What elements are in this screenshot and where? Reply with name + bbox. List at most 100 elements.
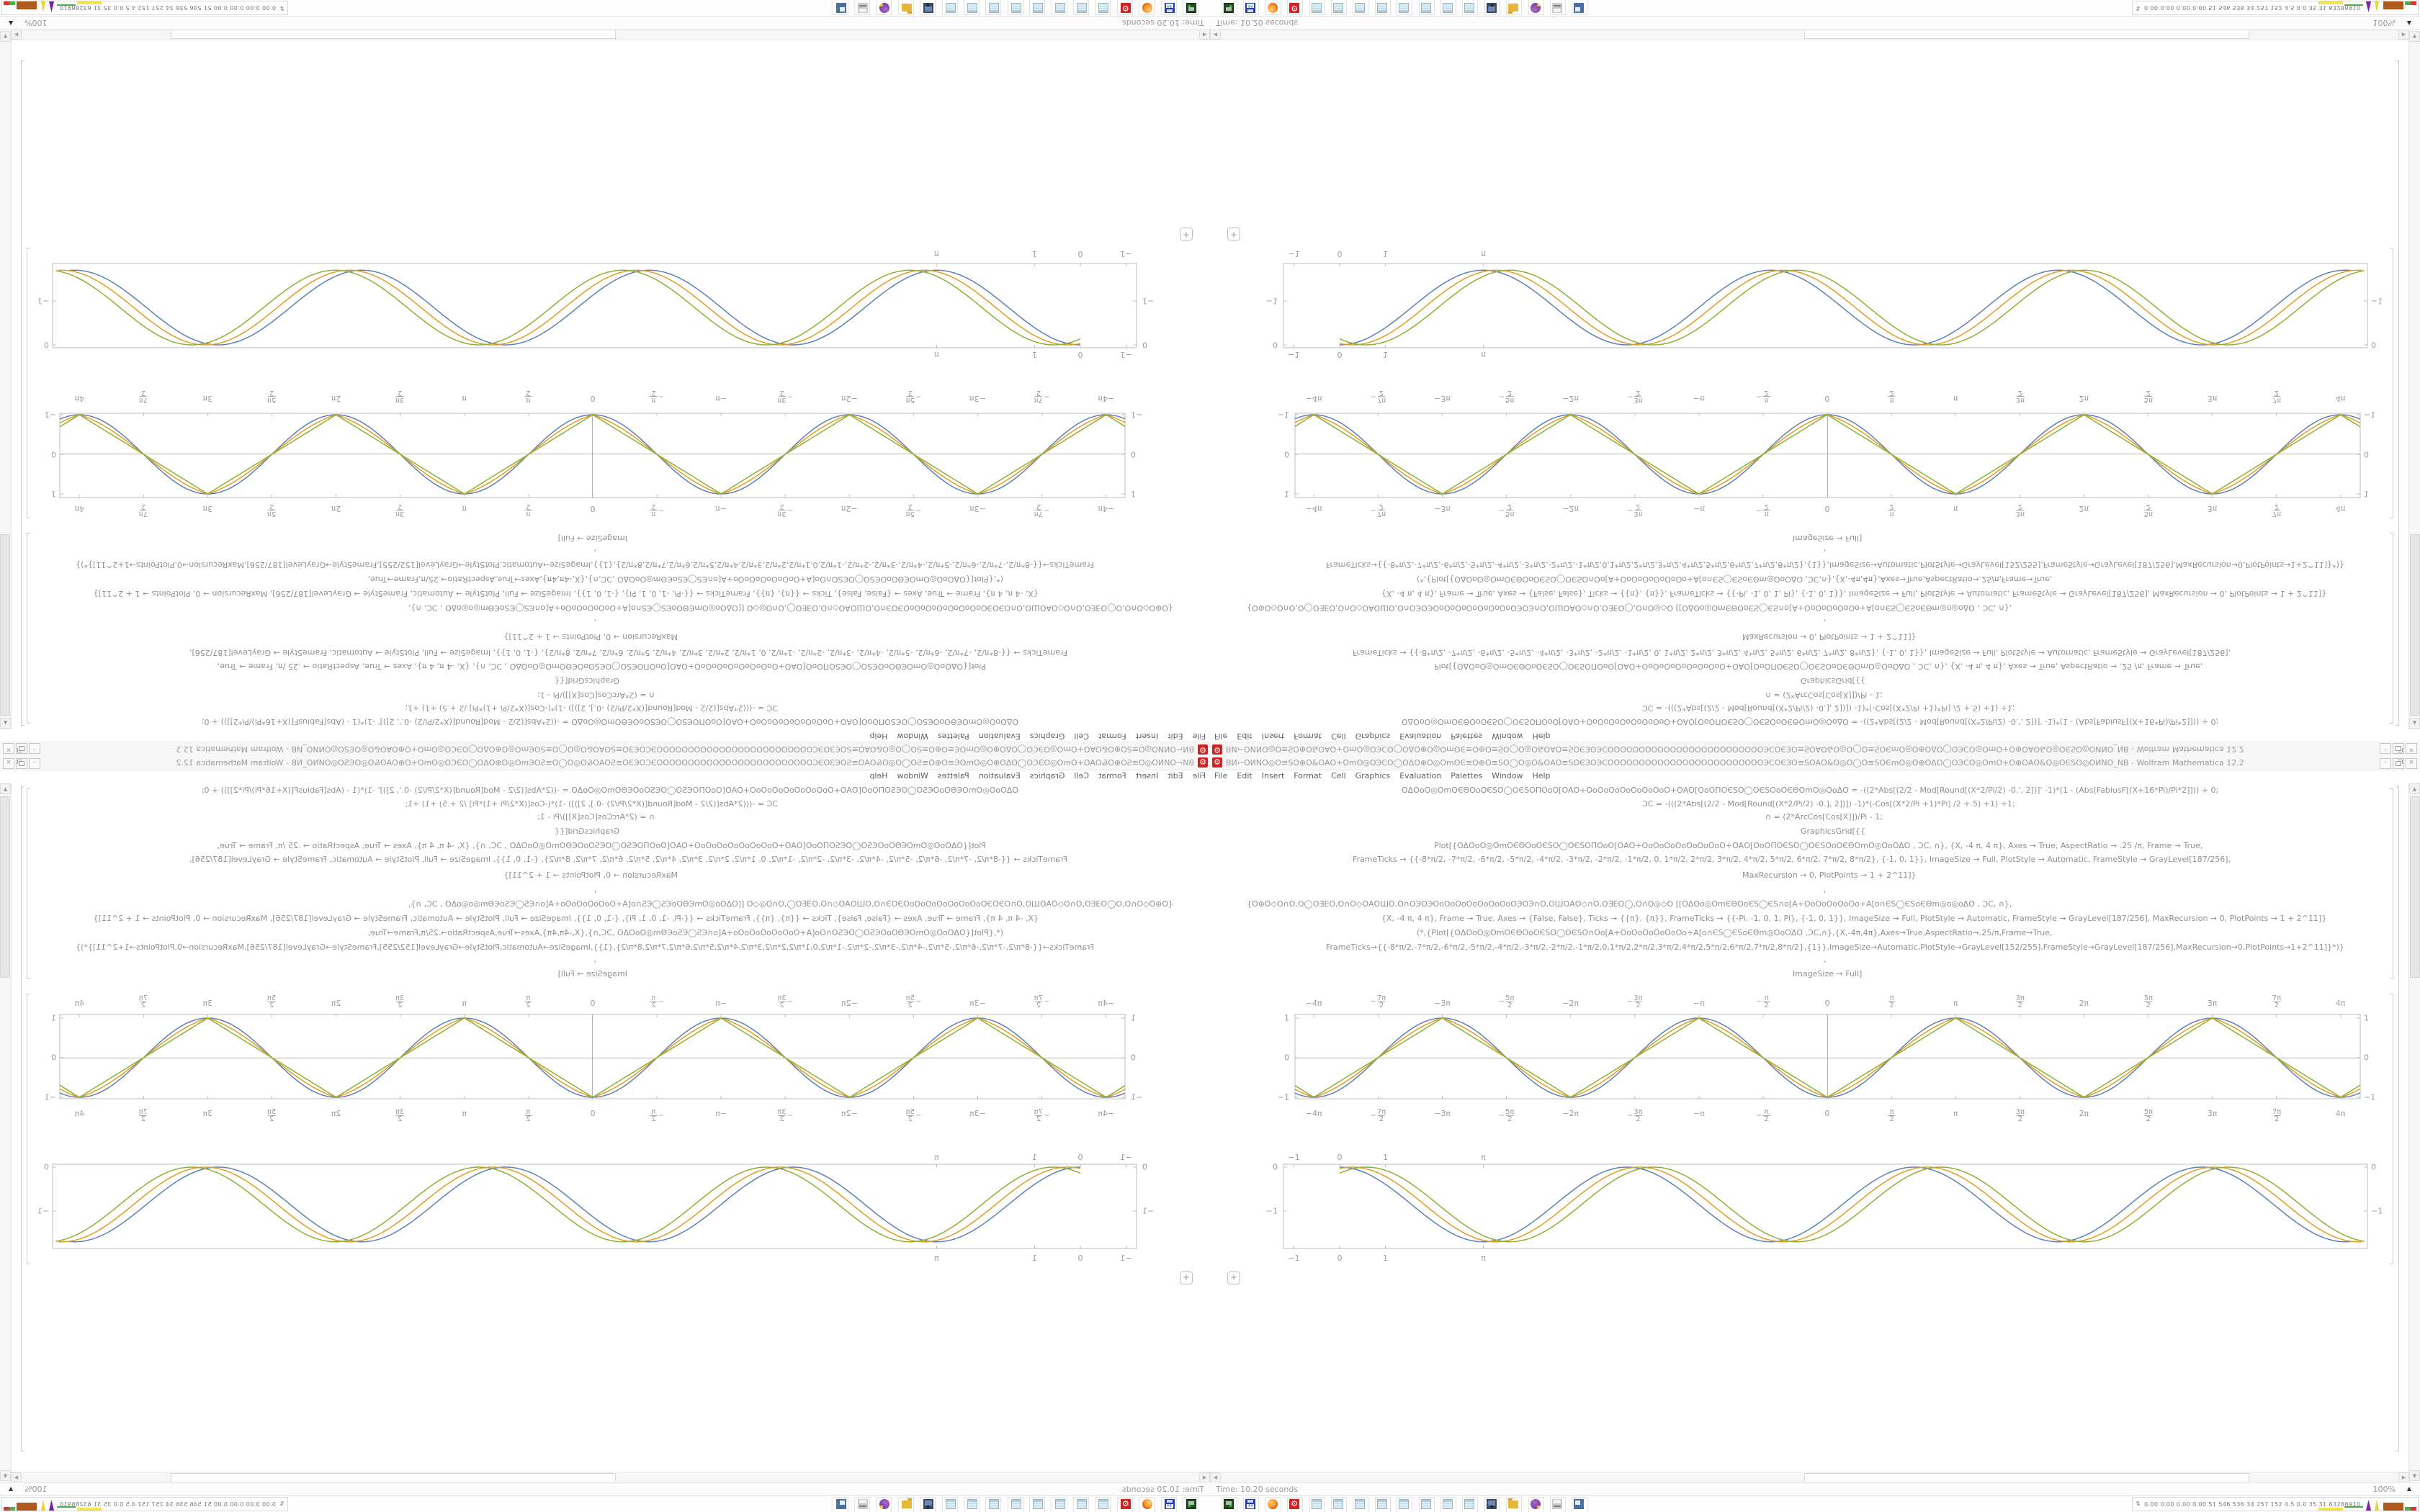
scroll-left-button[interactable]: ◀ [1199,30,1210,40]
taskbar-launcher[interactable] [1506,0,1523,15]
scroll-left-button[interactable]: ◀ [1210,30,1221,40]
code-line[interactable]: {X, -4 π, 4 π}, Frame → True, Axes → {Fa… [1381,914,2327,923]
taskbar-launcher[interactable] [1418,0,1435,15]
taskbar-launcher[interactable] [854,0,870,15]
horizontal-scrollbar[interactable]: ◀ ▶ [1210,30,2409,40]
taskbar-launcher[interactable] [1309,1497,1325,1512]
horizontal-scrollbar[interactable]: ◀ ▶ [1210,1472,2409,1482]
vertical-scrollbar-thumb[interactable] [2410,796,2420,978]
magnification-menu-arrow[interactable]: ▲ [9,1485,14,1492]
horizontal-scrollbar[interactable]: ◀ ▶ [11,30,1210,40]
taskbar-launcher[interactable] [1331,1497,1347,1512]
insert-cell-button[interactable]: + [1227,228,1240,240]
scroll-down-button[interactable]: ▼ [0,1470,11,1481]
menu-help[interactable]: Help [1532,771,1551,780]
vertical-scrollbar[interactable] [0,783,12,1481]
system-monitor-widget[interactable]: ⇅ 0.00 0.00 0.00 0.00 51 546 536 34 257 … [1,1497,288,1511]
taskbar-launcher[interactable] [832,0,848,15]
taskbar-launcher[interactable] [1418,1497,1435,1512]
taskbar-launcher[interactable]: ⚙ [1287,1497,1304,1512]
code-line[interactable]: ΟΔΟοΟ◎ΟmΟЄΘΟοΟЄSΟ◯ΟЄSΟΠΟοΟ[ΟΑΟ+ΟοΟοΟοΟοΟ… [1402,786,2219,795]
menu-graphics[interactable]: Graphics [1355,771,1391,780]
vertical-scrollbar-thumb[interactable] [0,796,10,978]
taskbar-launcher[interactable] [1073,0,1089,15]
scroll-right-button[interactable]: ▶ [11,30,22,40]
cell-bracket-group[interactable] [2396,786,2399,1452]
taskbar-launcher[interactable] [1051,0,1067,15]
taskbar-launcher[interactable]: ⚙ [1116,1497,1133,1512]
horizontal-scrollbar-thumb[interactable] [1804,30,2249,39]
taskbar-launcher[interactable] [985,1497,1002,1512]
taskbar-launcher[interactable] [1222,1497,1237,1512]
taskbar-launcher[interactable] [1183,0,1198,15]
taskbar-launcher[interactable] [832,1497,848,1512]
taskbar-launcher[interactable] [1222,0,1237,15]
menu-format[interactable]: Format [1294,771,1322,780]
taskbar-launcher[interactable] [1331,0,1347,15]
taskbar-launcher[interactable] [1265,0,1281,15]
code-line[interactable]: , [1824,885,1827,894]
code-line[interactable]: (*,{Plot[{ΟΔΟοΟ◎ΟmΟЄΘΟοΟЄSΟ◯ΟЄSΟ∩Οο[Α+Οο… [1417,928,2053,937]
taskbar-launcher[interactable] [1484,1497,1500,1512]
insert-cell-button[interactable]: + [1227,1272,1240,1284]
taskbar-launcher[interactable] [1265,1497,1281,1512]
taskbar-launcher[interactable] [1051,1497,1067,1512]
taskbar-launcher[interactable] [1095,1497,1111,1512]
system-monitor-widget[interactable]: ⇅ 0.00 0.00 0.00 0.00 51 546 536 34 257 … [1,1,288,15]
code-line[interactable]: , [1824,955,1827,964]
scroll-up-button[interactable]: ▲ [0,718,11,729]
taskbar-launcher[interactable] [1528,1497,1544,1512]
taskbar-launcher[interactable] [1550,0,1566,15]
taskbar-launcher[interactable] [1243,0,1260,15]
taskbar-launcher[interactable] [920,1497,936,1512]
magnification-menu-arrow[interactable]: ▲ [2406,1485,2411,1492]
magnification-menu-arrow[interactable]: ▲ [2406,20,2411,27]
magnification-level[interactable]: 100% [24,1485,48,1494]
scroll-up-button[interactable]: ▲ [0,783,11,794]
taskbar-launcher[interactable] [1462,0,1479,15]
taskbar-launcher[interactable] [1462,1497,1479,1512]
insert-cell-button[interactable]: + [1180,228,1193,240]
taskbar-launcher[interactable] [1029,0,1046,15]
scroll-right-button[interactable]: ▶ [2398,1472,2409,1482]
scroll-up-button[interactable]: ▲ [2409,718,2420,729]
magnification-level[interactable]: 100% [2372,1485,2396,1494]
minimize-button[interactable]: – [2380,758,2391,769]
scroll-right-button[interactable]: ▶ [2398,30,2409,40]
taskbar-launcher[interactable] [1397,1497,1413,1512]
taskbar-launcher[interactable] [1397,0,1413,15]
menu-evaluation[interactable]: Evaluation [1399,771,1442,780]
taskbar-launcher[interactable] [964,1497,980,1512]
taskbar-launcher[interactable] [1484,0,1500,15]
taskbar-launcher[interactable] [941,0,958,15]
cell-bracket-group[interactable] [2398,60,2399,726]
taskbar-launcher[interactable] [1029,1497,1046,1512]
horizontal-scrollbar[interactable]: ◀ ▶ [11,1472,1210,1482]
scroll-down-button[interactable]: ▼ [0,31,11,42]
close-button[interactable]: × [2406,758,2417,769]
window-titlebar[interactable]: ⚙ ВИ⌐ОИNО◎О≡SО⊕О&ОАО+ОmО◎ОЭСО◯ОΔО⊕О◎ОmОЄ… [1210,756,2420,770]
taskbar-launcher[interactable] [876,1497,892,1512]
taskbar-launcher[interactable] [897,0,914,15]
taskbar-launcher[interactable] [1550,1497,1566,1512]
horizontal-scrollbar-thumb[interactable] [171,30,616,39]
code-line[interactable]: FrameTicks → {{-8*π/2, -7*π/2, -6*π/2, -… [1353,855,2231,864]
taskbar-launcher[interactable] [964,0,980,15]
scroll-left-button[interactable]: ◀ [1199,1472,1210,1482]
vertical-scrollbar[interactable] [2408,31,2420,729]
menu-window[interactable]: Window [1492,771,1523,780]
taskbar-launcher[interactable] [1572,1497,1588,1512]
scroll-down-button[interactable]: ▼ [2409,31,2420,42]
magnification-level[interactable]: 100% [24,18,48,27]
vertical-scrollbar-thumb[interactable] [0,534,10,716]
magnification-level[interactable]: 100% [2372,18,2396,27]
taskbar-launcher[interactable] [854,1497,870,1512]
code-line[interactable]: GraphicsGrid[{{ [1801,827,1865,836]
menu-cell[interactable]: Cell [1331,771,1346,780]
taskbar-launcher[interactable] [1374,0,1391,15]
scroll-down-button[interactable]: ▼ [2409,1470,2420,1481]
taskbar-launcher[interactable] [1440,0,1456,15]
taskbar-launcher[interactable] [1007,0,1023,15]
taskbar-launcher[interactable] [941,1497,958,1512]
taskbar-launcher[interactable] [1353,0,1369,15]
